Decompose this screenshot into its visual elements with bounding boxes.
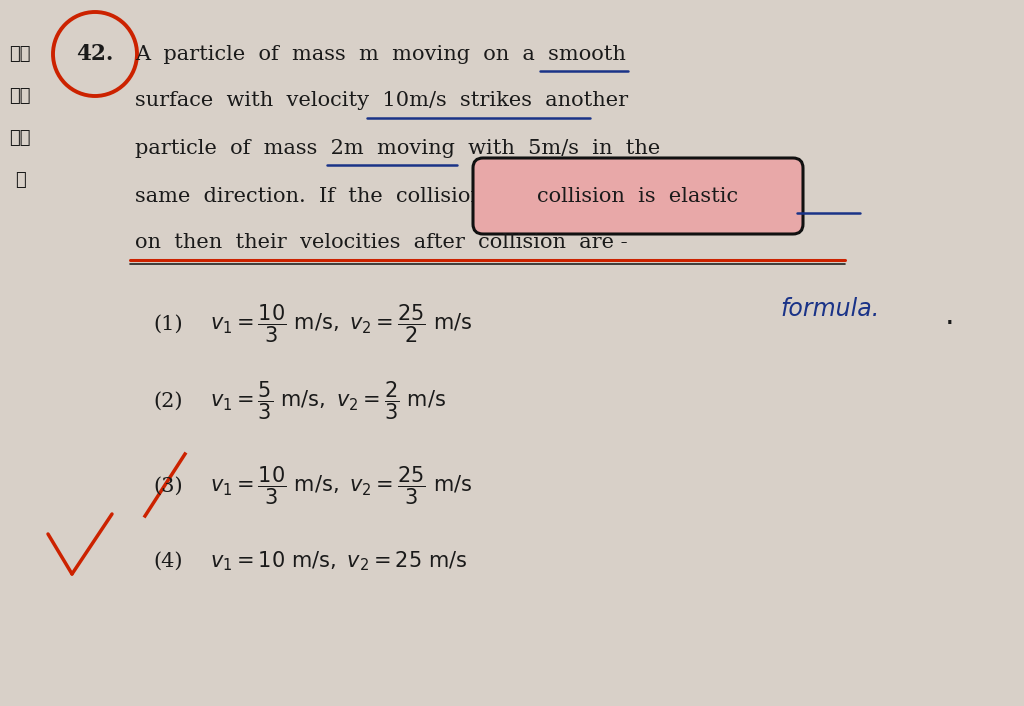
Text: collision  is  elastic: collision is elastic <box>538 186 738 205</box>
Text: A  particle  of  mass  m  moving  on  a  smooth: A particle of mass m moving on a smooth <box>135 44 626 64</box>
Text: .: . <box>945 301 954 330</box>
Text: $v_1 = \dfrac{10}{3}\ \mathrm{m/s},\ v_2 = \dfrac{25}{3}\ \mathrm{m/s}$: $v_1 = \dfrac{10}{3}\ \mathrm{m/s},\ v_2… <box>210 465 473 507</box>
Text: $v_1 = \dfrac{5}{3}\ \mathrm{m/s},\ v_2 = \dfrac{2}{3}\ \mathrm{m/s}$: $v_1 = \dfrac{5}{3}\ \mathrm{m/s},\ v_2 … <box>210 380 446 422</box>
Text: $v_1 = \dfrac{10}{3}\ \mathrm{m/s},\ v_2 = \dfrac{25}{2}\ \mathrm{m/s}$: $v_1 = \dfrac{10}{3}\ \mathrm{m/s},\ v_2… <box>210 303 473 345</box>
Text: ग: ग <box>14 171 26 189</box>
Text: (4): (4) <box>153 551 182 570</box>
Text: same  direction.  If  the  collision  is  elastic  and  head: same direction. If the collision is elas… <box>135 186 715 205</box>
FancyBboxPatch shape <box>473 158 803 234</box>
Text: से: से <box>9 45 31 63</box>
Text: दि: दि <box>9 129 31 147</box>
Text: 42.: 42. <box>77 43 114 65</box>
Text: (3): (3) <box>153 477 182 496</box>
Text: जो: जो <box>9 87 31 105</box>
Text: on  then  their  velocities  after  collision  are -: on then their velocities after collision… <box>135 234 628 253</box>
Text: (1): (1) <box>153 314 182 333</box>
Text: particle  of  mass  2m  moving  with  5m/s  in  the: particle of mass 2m moving with 5m/s in … <box>135 138 660 157</box>
Text: formula.: formula. <box>780 297 880 321</box>
Text: $v_1 = 10\ \mathrm{m/s},\ v_2 = 25\ \mathrm{m/s}$: $v_1 = 10\ \mathrm{m/s},\ v_2 = 25\ \mat… <box>210 549 467 573</box>
Text: (2): (2) <box>153 392 182 410</box>
Text: surface  with  velocity  10m/s  strikes  another: surface with velocity 10m/s strikes anot… <box>135 92 628 111</box>
